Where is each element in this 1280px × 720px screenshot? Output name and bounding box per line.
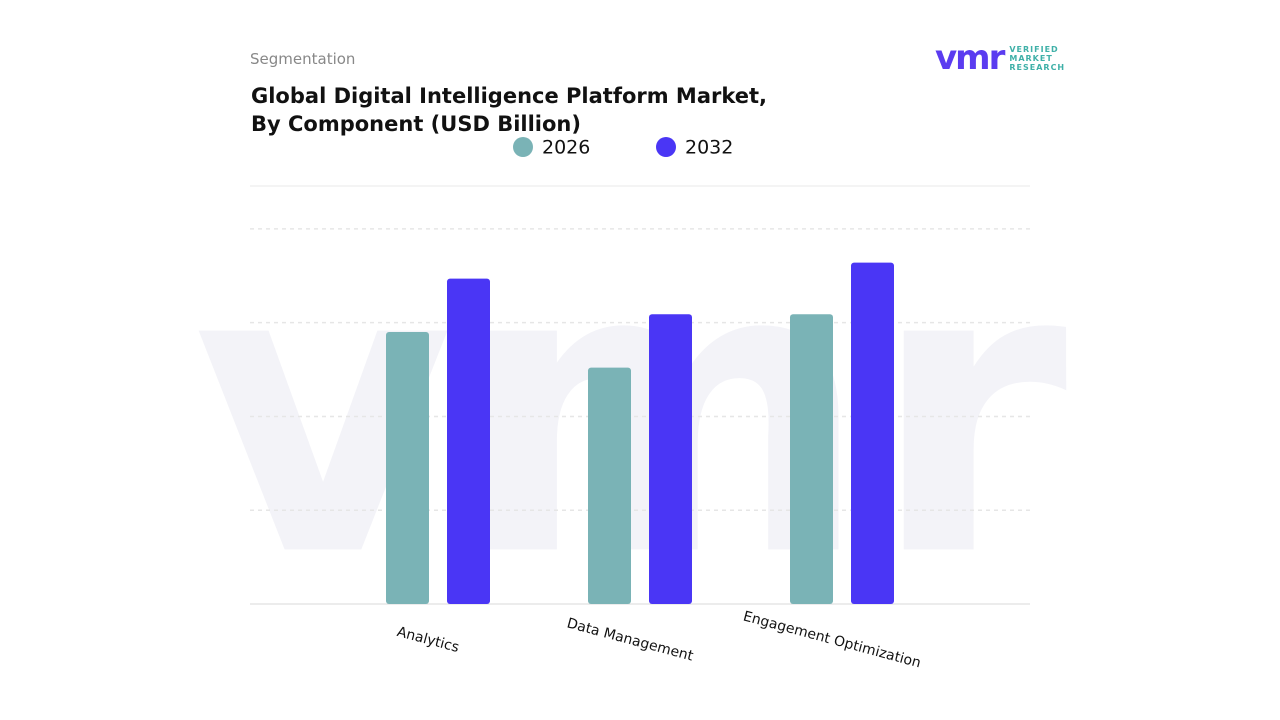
logo-line: MARKET — [1009, 53, 1053, 63]
legend-swatch — [513, 137, 533, 157]
bar — [851, 262, 894, 604]
section-label: Segmentation — [250, 50, 356, 68]
logo-text: VERIFIED MARKET RESEARCH — [1009, 45, 1065, 72]
logo-line: RESEARCH — [1009, 62, 1066, 72]
logo: vmr VERIFIED MARKET RESEARCH — [935, 40, 1065, 76]
bar — [386, 332, 429, 604]
bar — [447, 278, 490, 604]
watermark: vmr — [193, 179, 1071, 644]
legend-label: 2032 — [685, 137, 733, 159]
legend-swatch — [656, 137, 676, 157]
bar — [588, 367, 631, 604]
logo-line: VERIFIED — [1009, 44, 1059, 54]
chart-title: Global Digital Intelligence Platform Mar… — [251, 84, 768, 136]
logo-mark: vmr — [935, 38, 1005, 78]
bar — [790, 314, 833, 604]
legend-label: 2026 — [542, 137, 590, 159]
bar — [649, 314, 692, 604]
